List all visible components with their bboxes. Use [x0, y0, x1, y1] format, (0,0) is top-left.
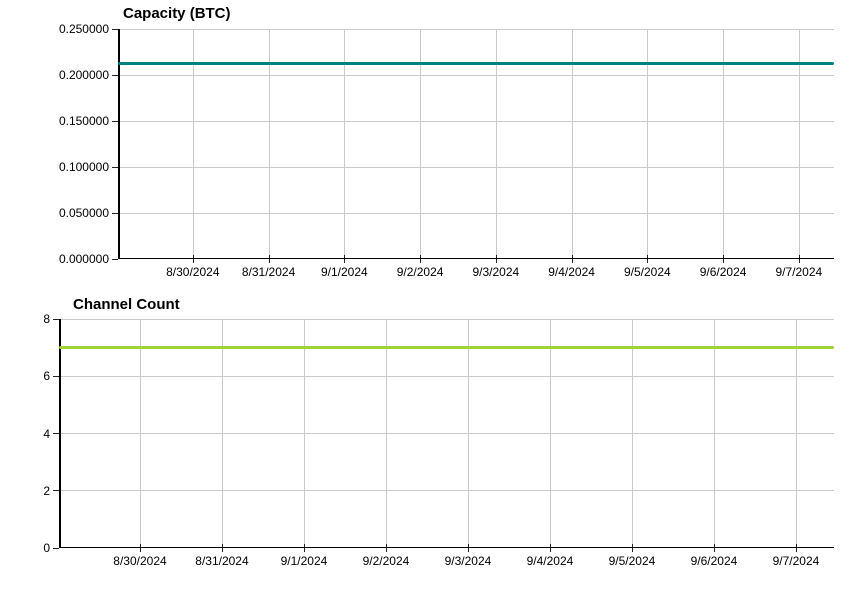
y-axis-tick-label: 0.200000: [58, 68, 109, 82]
x-axis-line: [118, 257, 834, 259]
y-axis-tick-label: 0.000000: [58, 252, 109, 266]
x-axis-tick: [795, 544, 797, 552]
y-axis-tick: [112, 166, 118, 168]
x-axis-tick: [303, 544, 305, 552]
capacity-plot-area[interactable]: 0.250000 0.200000 0.150000 0.100000 0.050000…: [59, 22, 834, 279]
x-gridline: [303, 319, 305, 548]
x-axis-tick-label: 9/1/2024: [320, 265, 368, 279]
y-axis-tick-label: 0.150000: [58, 114, 109, 128]
x-gridline: [467, 319, 469, 548]
x-axis-tick-label: 8/31/2024: [195, 554, 249, 568]
x-gridline: [798, 29, 800, 259]
channel-count-plot-area[interactable]: 8 6 4 2 0 8/30/2024 8/31/2024 9/1/2024 9/2/2024 9…: [43, 312, 834, 568]
x-axis-tick-label: 9/3/2024: [472, 265, 520, 279]
y-gridline: [118, 120, 834, 122]
x-axis-tick-label: 9/7/2024: [775, 265, 823, 279]
y-axis-tick: [112, 258, 118, 260]
x-axis-tick-label: 8/30/2024: [166, 265, 220, 279]
x-axis-tick-label: 8/31/2024: [241, 265, 296, 279]
y-axis-tick: [53, 490, 59, 492]
capacity-chart: Capacity (BTC) 0.250000 0.200000 0.150000 0…: [59, 5, 834, 279]
x-axis-tick: [723, 255, 725, 263]
x-axis-tick-label: 9/6/2024: [699, 265, 747, 279]
y-axis-line: [118, 29, 120, 259]
x-axis-tick-label: 9/6/2024: [690, 554, 738, 568]
x-axis-tick: [713, 544, 715, 552]
y-axis-tick-label: 2: [43, 483, 50, 498]
x-axis-tick-label: 9/4/2024: [526, 554, 574, 568]
y-axis-tick-label: 0.050000: [58, 206, 109, 220]
x-gridline: [549, 319, 551, 548]
x-gridline: [268, 29, 270, 259]
y-axis-tick: [53, 547, 59, 549]
x-axis-tick: [549, 544, 551, 552]
channel-count-series-line: [59, 346, 834, 350]
x-gridline: [795, 319, 797, 548]
y-axis-tick-label: 0: [43, 541, 50, 555]
x-axis-tick: [495, 255, 497, 263]
x-axis-tick: [192, 255, 194, 263]
x-gridline: [713, 319, 715, 548]
y-axis-tick-label: 6: [43, 369, 50, 384]
y-axis-tick: [53, 318, 59, 320]
capacity-btc--series-line: [118, 61, 834, 65]
x-axis-line: [59, 546, 834, 548]
y-gridline: [59, 433, 834, 434]
y-axis-tick-label: 0.250000: [58, 22, 109, 36]
x-axis-tick: [798, 255, 800, 263]
channel-count-chart-title: Channel Count: [73, 296, 180, 313]
x-axis-tick-label: 9/2/2024: [362, 554, 410, 568]
x-axis-tick: [647, 255, 649, 263]
x-axis-tick-label: 9/7/2024: [772, 554, 820, 568]
x-axis-tick: [420, 255, 422, 263]
y-axis-tick: [112, 28, 118, 30]
x-axis-tick: [467, 544, 469, 552]
x-gridline: [647, 29, 649, 259]
y-axis-tick: [53, 433, 59, 434]
x-gridline: [385, 319, 387, 548]
x-gridline: [344, 29, 346, 259]
y-gridline: [118, 166, 834, 168]
x-gridline: [139, 319, 141, 548]
x-gridline: [221, 319, 223, 548]
x-axis-tick: [631, 544, 633, 552]
x-axis-tick: [385, 544, 387, 552]
y-gridline: [59, 375, 834, 377]
y-axis-tick-label: 4: [43, 426, 50, 441]
x-axis-tick: [139, 544, 141, 552]
x-gridline: [192, 29, 194, 259]
y-gridline: [118, 74, 834, 76]
y-gridline: [59, 318, 834, 320]
x-axis-tick-label: 9/2/2024: [396, 265, 444, 279]
y-gridline: [118, 28, 834, 30]
x-axis-tick-label: 9/4/2024: [548, 265, 595, 279]
x-axis-tick: [571, 255, 573, 263]
x-axis-tick: [221, 544, 223, 552]
x-axis-tick-label: 9/5/2024: [608, 554, 656, 568]
x-axis-tick-label: 9/1/2024: [280, 554, 328, 568]
channel-count-chart: Channel Count 8 6 4 2 0 8/30/2024 8/31/2024 9/1…: [43, 296, 834, 568]
y-axis-tick-label: 8: [43, 312, 50, 326]
capacity-chart-title: Capacity (BTC): [123, 5, 231, 22]
x-gridline: [420, 29, 422, 259]
y-axis-tick: [112, 120, 118, 122]
y-gridline: [59, 490, 834, 492]
x-gridline: [631, 319, 633, 548]
y-axis-tick: [112, 74, 118, 76]
x-gridline: [723, 29, 725, 259]
x-axis-tick: [268, 255, 270, 263]
x-axis-tick-label: 8/30/2024: [113, 554, 167, 568]
x-axis-tick-label: 9/5/2024: [623, 265, 671, 279]
x-axis-tick-label: 9/3/2024: [444, 554, 492, 568]
y-gridline: [118, 212, 834, 214]
y-axis-tick: [53, 375, 59, 377]
x-gridline: [571, 29, 573, 259]
y-axis-tick: [112, 212, 118, 214]
x-gridline: [495, 29, 497, 259]
y-axis-tick-label: 0.100000: [58, 160, 109, 174]
y-axis-line: [59, 319, 61, 548]
x-axis-tick: [344, 255, 346, 263]
